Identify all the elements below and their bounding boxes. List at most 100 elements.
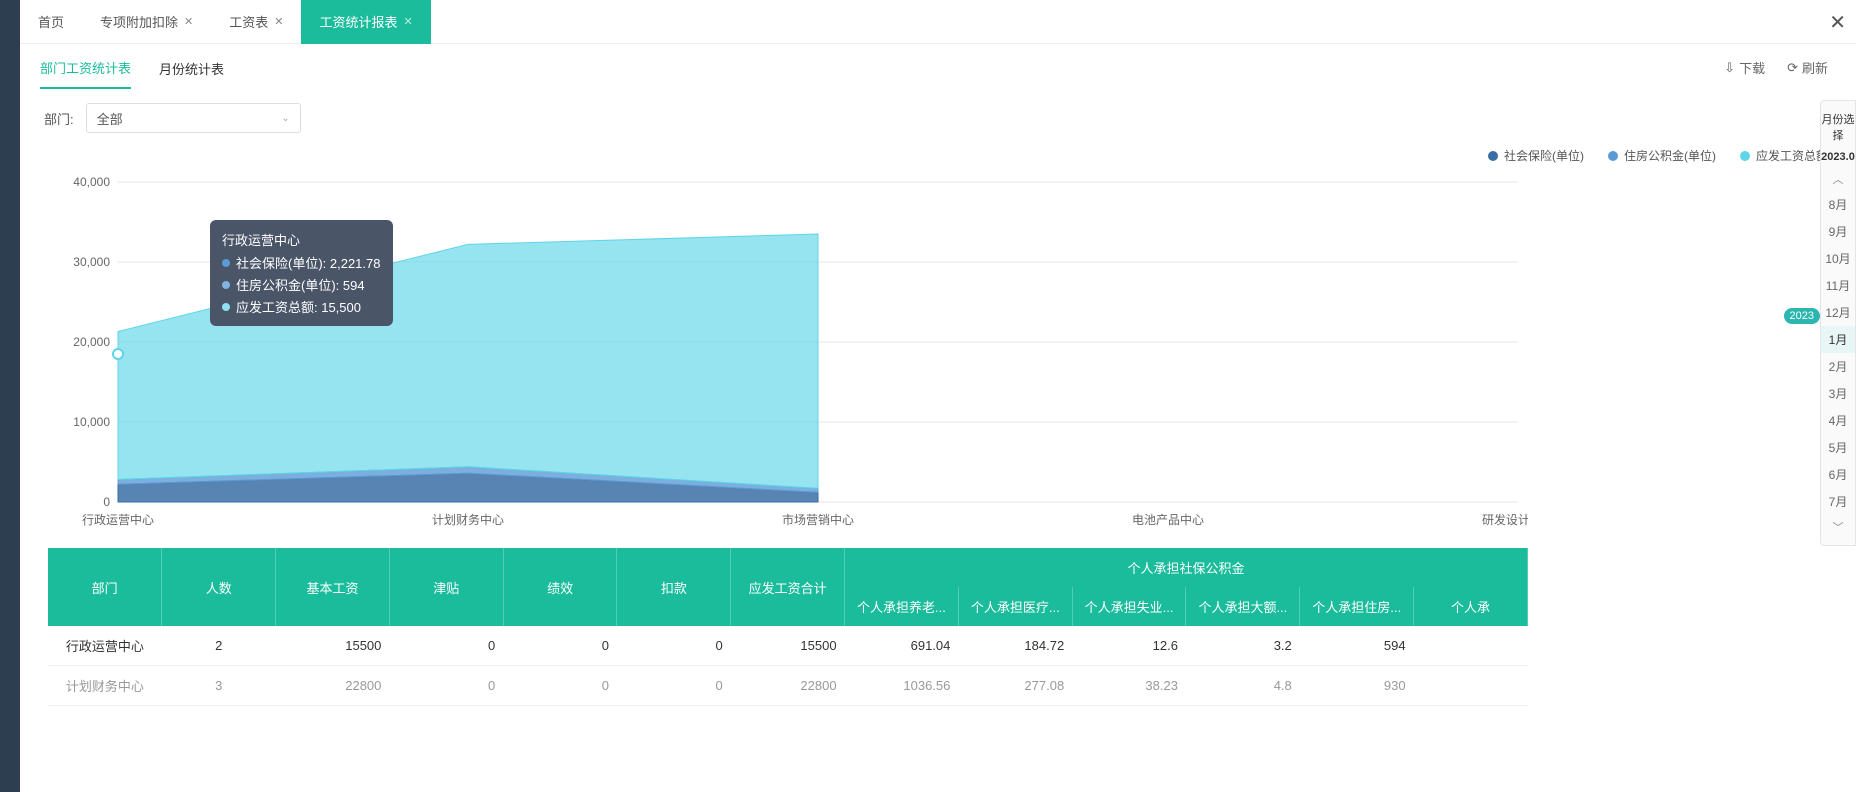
select-value: 全部 (97, 109, 123, 128)
salary-table: 部门人数基本工资津贴绩效扣款应发工资合计个人承担社保公积金个人承担养老...个人… (48, 548, 1528, 706)
refresh-icon: ⟳ (1787, 60, 1798, 76)
month-option[interactable]: 1月 (1821, 326, 1855, 353)
tab-label: 首页 (38, 12, 64, 31)
table-group-header: 个人承担社保公积金 (845, 548, 1528, 587)
month-list: 8月9月10月11月12月1月2月3月4月5月6月7月 (1821, 191, 1855, 515)
subtab-department[interactable]: 部门工资统计表 (40, 58, 131, 89)
tab-salary-sheet[interactable]: 工资表 ✕ (211, 0, 301, 44)
table-cell: 4.8 (1186, 666, 1300, 706)
filter-row: 部门: 全部 ⌄ (20, 89, 1856, 147)
dept-filter-label: 部门: (44, 109, 74, 128)
side-year: 2023.0 (1821, 147, 1855, 167)
legend-color-dot (1740, 151, 1750, 161)
close-icon[interactable]: ✕ (274, 15, 283, 28)
table-cell: 0 (617, 626, 731, 666)
legend-item[interactable]: 社会保险(单位) (1488, 147, 1584, 164)
close-panel-icon[interactable]: ✕ (1829, 10, 1846, 35)
tab-label: 专项附加扣除 (100, 12, 178, 31)
month-option[interactable]: 11月 (1821, 272, 1855, 299)
month-option[interactable]: 12月 (1821, 299, 1855, 326)
table-cell: 计划财务中心 (48, 666, 162, 706)
tab-label: 工资表 (229, 12, 268, 31)
table-cell: 691.04 (845, 626, 959, 666)
table-header: 人数 (162, 548, 276, 626)
action-label: 下载 (1739, 58, 1765, 77)
salary-area-chart: 010,00020,00030,00040,000行政运营中心计划财务中心市场营… (48, 172, 1528, 532)
chevron-down-icon: ⌄ (281, 113, 289, 124)
table-cell: 15500 (731, 626, 845, 666)
table-cell: 行政运营中心 (48, 626, 162, 666)
download-button[interactable]: ⇩下载 (1724, 58, 1765, 77)
table-header: 个人承担大额... (1186, 587, 1300, 626)
table-cell: 3.2 (1186, 626, 1300, 666)
table-header: 个人承担养老... (845, 587, 959, 626)
table-cell: 15500 (276, 626, 390, 666)
svg-text:20,000: 20,000 (73, 335, 110, 349)
legend-label: 住房公积金(单位) (1624, 147, 1716, 164)
report-subtabs: 部门工资统计表 月份统计表 ⇩下载 ⟳刷新 (20, 44, 1856, 89)
month-option[interactable]: 3月 (1821, 380, 1855, 407)
table-header: 个人承 (1414, 587, 1528, 626)
svg-text:电池产品中心: 电池产品中心 (1132, 512, 1204, 527)
app-side-rail (0, 0, 20, 792)
table-header: 应发工资合计 (731, 548, 845, 626)
month-option[interactable]: 6月 (1821, 461, 1855, 488)
tab-salary-report[interactable]: 工资统计报表 ✕ (301, 0, 430, 44)
table-header: 个人承担医疗... (958, 587, 1072, 626)
legend-item[interactable]: 住房公积金(单位) (1608, 147, 1716, 164)
month-option[interactable]: 10月 (1821, 245, 1855, 272)
month-option[interactable]: 7月 (1821, 488, 1855, 515)
download-icon: ⇩ (1724, 60, 1735, 76)
tab-home[interactable]: 首页 (20, 0, 82, 44)
table-cell: 277.08 (958, 666, 1072, 706)
table-cell: 3 (162, 666, 276, 706)
month-option[interactable]: 8月 (1821, 191, 1855, 218)
svg-text:研发设计中心: 研发设计中心 (1482, 512, 1528, 527)
legend-color-dot (1488, 151, 1498, 161)
table-cell: 12.6 (1072, 626, 1186, 666)
table-cell: 0 (389, 666, 503, 706)
legend-label: 社会保险(单位) (1504, 147, 1584, 164)
table-header: 扣款 (617, 548, 731, 626)
table-cell: 0 (389, 626, 503, 666)
svg-text:10,000: 10,000 (73, 415, 110, 429)
side-title: 月份选择 (1821, 107, 1855, 147)
svg-text:计划财务中心: 计划财务中心 (432, 512, 504, 527)
month-option[interactable]: 5月 (1821, 434, 1855, 461)
legend-label: 应发工资总额 (1756, 147, 1828, 164)
chevron-up-icon[interactable]: ︿ (1833, 167, 1844, 191)
svg-text:40,000: 40,000 (73, 175, 110, 189)
table-cell: 1036.56 (845, 666, 959, 706)
svg-text:市场营销中心: 市场营销中心 (782, 512, 854, 527)
chart-legend: 社会保险(单位) 住房公积金(单位) 应发工资总额 (20, 147, 1856, 164)
chart-container: 010,00020,00030,00040,000行政运营中心计划财务中心市场营… (20, 164, 1856, 532)
month-option[interactable]: 2月 (1821, 353, 1855, 380)
table-header: 部门 (48, 548, 162, 626)
table-cell: 594 (1300, 626, 1414, 666)
table-cell: 22800 (731, 666, 845, 706)
tab-special-deduction[interactable]: 专项附加扣除 ✕ (82, 0, 211, 44)
table-header: 津贴 (389, 548, 503, 626)
month-option[interactable]: 4月 (1821, 407, 1855, 434)
chevron-down-icon[interactable]: ﹀ (1833, 515, 1844, 539)
page-tabs: 首页 专项附加扣除 ✕ 工资表 ✕ 工资统计报表 ✕ ✕ (20, 0, 1856, 44)
month-option[interactable]: 9月 (1821, 218, 1855, 245)
table-cell: 930 (1300, 666, 1414, 706)
table-row[interactable]: 行政运营中心21550000015500691.04184.7212.63.25… (48, 626, 1528, 666)
table-header: 绩效 (503, 548, 617, 626)
year-badge: 2023 (1784, 308, 1820, 324)
subtab-month[interactable]: 月份统计表 (159, 59, 224, 88)
table-cell: 0 (503, 666, 617, 706)
close-icon[interactable]: ✕ (404, 15, 413, 28)
close-icon[interactable]: ✕ (184, 15, 193, 28)
table-cell (1414, 626, 1528, 666)
table-row[interactable]: 计划财务中心322800000228001036.56277.0838.234.… (48, 666, 1528, 706)
svg-text:30,000: 30,000 (73, 255, 110, 269)
table-cell (1414, 666, 1528, 706)
tab-label: 工资统计报表 (319, 12, 397, 31)
table-header: 个人承担失业... (1072, 587, 1186, 626)
legend-color-dot (1608, 151, 1618, 161)
legend-item[interactable]: 应发工资总额 (1740, 147, 1828, 164)
dept-select[interactable]: 全部 ⌄ (86, 103, 301, 133)
refresh-button[interactable]: ⟳刷新 (1787, 58, 1828, 77)
